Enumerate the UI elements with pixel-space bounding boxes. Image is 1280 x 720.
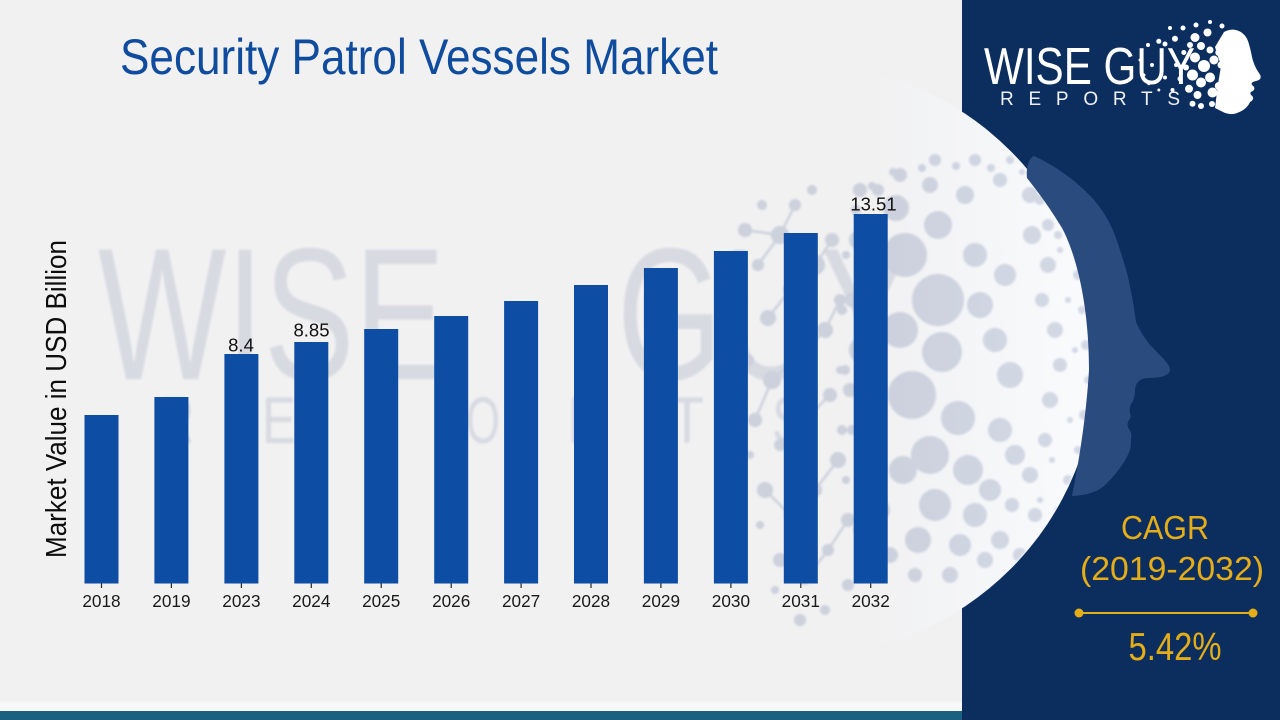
svg-text:(2019-2032): (2019-2032) <box>1080 550 1264 587</box>
svg-text:2028: 2028 <box>572 591 610 611</box>
svg-text:2030: 2030 <box>712 591 750 611</box>
svg-text:WISE GUY: WISE GUY <box>984 38 1195 96</box>
svg-text:2018: 2018 <box>82 591 120 611</box>
svg-text:E: E <box>262 383 296 457</box>
svg-text:O: O <box>466 383 500 457</box>
svg-text:Security Patrol Vessels Market: Security Patrol Vessels Market <box>120 29 718 85</box>
svg-text:2019: 2019 <box>152 591 190 611</box>
svg-text:2026: 2026 <box>432 591 470 611</box>
svg-text:2027: 2027 <box>502 591 540 611</box>
svg-text:8.85: 8.85 <box>293 320 329 341</box>
svg-text:13.51: 13.51 <box>850 194 896 215</box>
svg-text:2023: 2023 <box>222 591 260 611</box>
svg-text:CAGR: CAGR <box>1121 509 1209 546</box>
svg-text:2029: 2029 <box>642 591 680 611</box>
svg-text:2024: 2024 <box>292 591 331 611</box>
svg-text:2031: 2031 <box>782 591 820 611</box>
svg-text:2032: 2032 <box>852 591 890 611</box>
svg-text:5.42%: 5.42% <box>1129 626 1222 669</box>
svg-text:2025: 2025 <box>362 591 400 611</box>
svg-text:Market Value in USD Billion: Market Value in USD Billion <box>41 240 73 558</box>
svg-text:8.4: 8.4 <box>228 334 254 355</box>
